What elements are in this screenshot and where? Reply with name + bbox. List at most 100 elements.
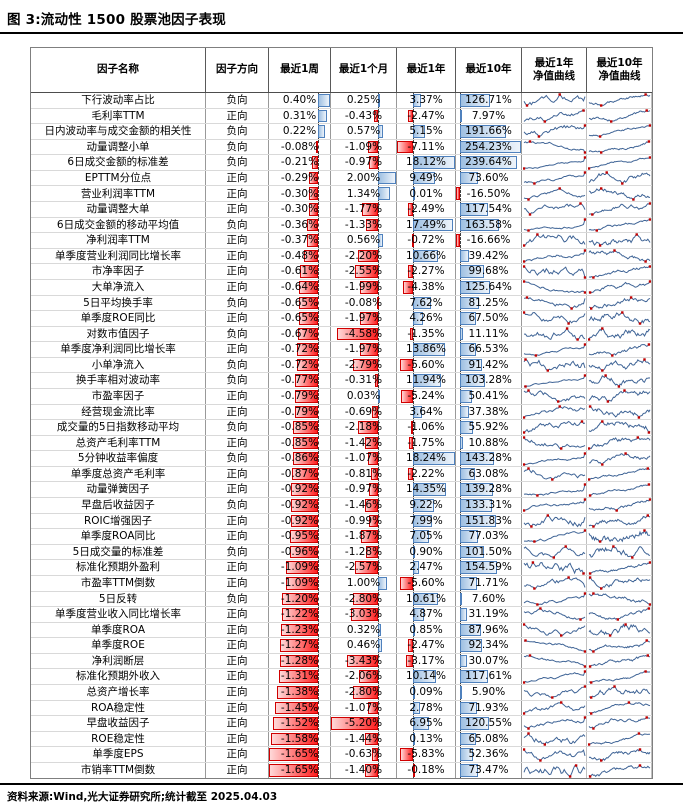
bar-axis-line	[318, 684, 320, 700]
negative-data-bar	[279, 670, 319, 683]
bar-axis-line	[318, 342, 320, 357]
return-1w: -0.92%	[269, 513, 331, 529]
return-value: 0.57%	[346, 125, 381, 138]
sparkline-line	[588, 529, 650, 544]
return-1w: -1.23%	[269, 622, 331, 638]
sparkline-extreme-marker	[581, 109, 585, 112]
sparkline-extreme-marker	[642, 358, 646, 361]
factor-direction: 正向	[206, 435, 269, 451]
return-1y: -0.72%	[397, 233, 456, 248]
factor-direction-label: 负向	[226, 140, 248, 153]
return-1w: 0.40%	[269, 93, 331, 108]
factor-direction: 负向	[206, 155, 269, 170]
column-header-1m: 最近1个月	[331, 48, 397, 92]
factor-direction: 正向	[206, 404, 269, 420]
return-value: -1.44%	[344, 732, 383, 745]
factor-direction: 负向	[206, 295, 269, 311]
bar-axis-line	[318, 731, 320, 747]
return-1y: -2.22%	[397, 466, 456, 482]
sparkline-1y	[523, 202, 585, 217]
return-value: -3.03%	[344, 608, 383, 621]
return-10y: 73.47%	[456, 762, 522, 779]
factor-name: 单季度总资产毛利率	[31, 466, 206, 482]
positive-data-bar	[459, 94, 491, 107]
return-10y: 63.08%	[456, 466, 522, 482]
negative-data-bar	[331, 717, 378, 730]
sparkline-line	[523, 93, 585, 107]
bar-axis-line	[318, 466, 320, 482]
factor-name-label: 对数市值因子	[86, 327, 150, 340]
factor-direction-label: 正向	[226, 280, 248, 293]
sparkline-10y	[588, 451, 650, 466]
positive-data-bar	[413, 499, 435, 512]
table-row: 单季度ROE 正向 -1.27% 0.46% -2.47% 92.34%	[31, 638, 652, 654]
return-1m: -1.28%	[331, 544, 397, 560]
negative-data-bar	[315, 140, 319, 154]
sparkline-10y-cell	[587, 155, 652, 170]
return-value: -2.79%	[344, 358, 383, 371]
sparkline-extreme-marker	[566, 322, 570, 326]
factor-direction: 负向	[206, 451, 269, 466]
return-1y: 10.61%	[397, 591, 456, 607]
table-body: 下行波动率占比 负向 0.40% 0.25% 3.37% 126.71% 毛利率TTM 正向 0…	[31, 93, 652, 779]
return-1y: 11.94%	[397, 373, 456, 388]
sparkline-10y	[587, 155, 651, 170]
factor-direction: 正向	[206, 342, 269, 357]
sparkline-1y	[522, 701, 585, 715]
negative-data-bar	[360, 343, 378, 356]
sparkline-1y-cell	[522, 466, 587, 482]
sparkline-line	[588, 187, 650, 200]
negative-data-bar	[407, 639, 414, 652]
sparkline-10y	[588, 529, 650, 544]
factor-direction: 正向	[206, 762, 269, 779]
factor-name: ROIC增强因子	[31, 513, 206, 529]
sparkline-1y	[523, 654, 586, 668]
sparkline-extreme-marker	[600, 462, 603, 466]
sparkline-extreme-marker	[631, 198, 635, 201]
sparkline-line	[588, 717, 650, 730]
sparkline-10y	[588, 171, 650, 185]
positive-data-bar	[459, 639, 483, 652]
bar-axis-line	[318, 295, 320, 311]
sparkline-1y	[522, 747, 585, 762]
sparkline-extreme-marker	[598, 540, 601, 544]
positive-data-bar	[459, 763, 478, 778]
bar-axis-line	[413, 233, 415, 248]
bar-axis-line	[413, 388, 415, 404]
sparkline-extreme-marker	[558, 187, 561, 190]
return-1y: -2.49%	[397, 202, 456, 217]
positive-data-bar	[413, 514, 432, 528]
sparkline-10y-cell	[587, 108, 652, 124]
sparkline-extreme-marker	[532, 587, 536, 590]
bar-axis-line	[377, 747, 379, 762]
sparkline-10y-cell	[587, 451, 652, 466]
sparkline-10y-cell	[587, 233, 652, 248]
return-1y: 0.01%	[397, 186, 456, 202]
return-1w: -0.65%	[269, 295, 331, 311]
sparkline-extreme-marker	[648, 124, 651, 128]
sparkline-extreme-marker	[531, 560, 534, 564]
sparkline-line	[588, 94, 650, 107]
return-value: 91.42%	[468, 358, 509, 371]
factor-direction-label: 正向	[226, 171, 248, 184]
return-value: -0.95%	[280, 530, 319, 543]
return-value: -0.97%	[344, 156, 383, 169]
factor-direction-label: 正向	[226, 623, 248, 636]
sparkline-line	[523, 764, 585, 777]
return-1m: -0.31%	[331, 373, 397, 388]
factor-name: 下行波动率占比	[31, 93, 206, 108]
return-value: -5.24%	[407, 390, 445, 403]
sparkline-1y	[522, 280, 586, 294]
table-row: 对数市值因子 负向 -0.67% -4.58% -1.35% 11.11%	[31, 326, 652, 343]
return-10y: 99.68%	[456, 264, 522, 279]
table-row: 单季度ROE同比 正向 -0.65% -1.97% 4.26% 67.50%	[31, 311, 652, 327]
return-1m: -2.57%	[331, 560, 397, 575]
sparkline-extreme-marker	[525, 296, 528, 299]
bar-axis-line	[318, 482, 320, 498]
bar-axis-line	[413, 357, 415, 373]
sparkline-extreme-marker	[522, 416, 525, 419]
return-value: -0.08%	[280, 140, 319, 153]
column-header-1y: 最近1年	[397, 48, 456, 92]
factor-direction-label: 正向	[226, 203, 248, 216]
sparkline-extreme-marker	[558, 405, 561, 408]
